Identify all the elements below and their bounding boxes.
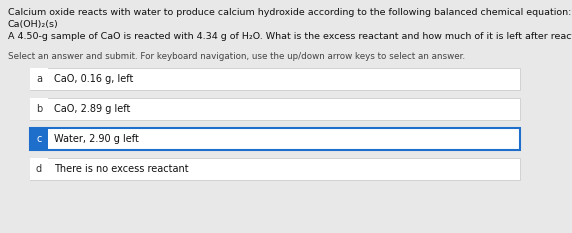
FancyBboxPatch shape xyxy=(30,98,520,120)
Text: d: d xyxy=(36,164,42,174)
FancyBboxPatch shape xyxy=(30,68,48,90)
FancyBboxPatch shape xyxy=(30,158,48,180)
Text: CaO, 0.16 g, left: CaO, 0.16 g, left xyxy=(54,74,133,84)
Text: b: b xyxy=(36,104,42,114)
FancyBboxPatch shape xyxy=(30,128,48,150)
FancyBboxPatch shape xyxy=(30,128,520,150)
FancyBboxPatch shape xyxy=(30,98,48,120)
FancyBboxPatch shape xyxy=(30,158,520,180)
Text: CaO, 2.89 g left: CaO, 2.89 g left xyxy=(54,104,130,114)
Text: Select an answer and submit. For keyboard navigation, use the up/down arrow keys: Select an answer and submit. For keyboar… xyxy=(8,52,465,61)
Text: Ca(OH)₂(s): Ca(OH)₂(s) xyxy=(8,20,59,29)
Text: a: a xyxy=(36,74,42,84)
Text: Calcium oxide reacts with water to produce calcium hydroxide according to the fo: Calcium oxide reacts with water to produ… xyxy=(8,8,572,17)
Text: Water, 2.90 g left: Water, 2.90 g left xyxy=(54,134,139,144)
FancyBboxPatch shape xyxy=(30,68,520,90)
Text: There is no excess reactant: There is no excess reactant xyxy=(54,164,189,174)
Text: c: c xyxy=(36,134,42,144)
Text: A 4.50-g sample of CaO is reacted with 4.34 g of H₂O. What is the excess reactan: A 4.50-g sample of CaO is reacted with 4… xyxy=(8,32,572,41)
